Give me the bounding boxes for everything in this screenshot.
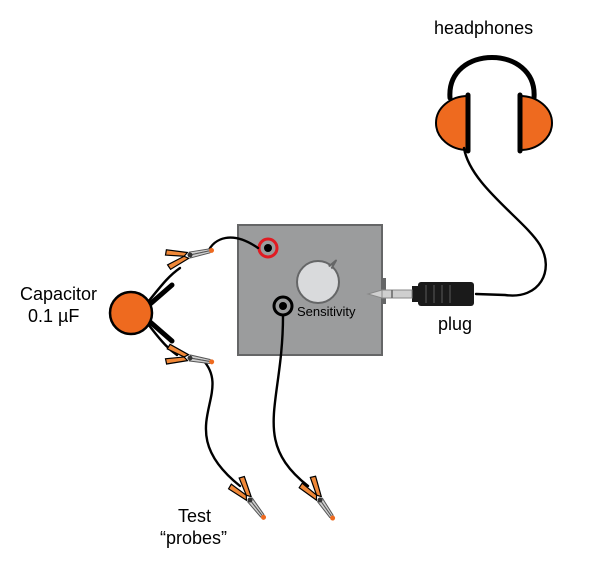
- port-red-pin: [264, 244, 272, 252]
- capacitor-body: [110, 292, 152, 334]
- sensitivity-box: [238, 225, 386, 355]
- sensitivity-knob-face: [299, 263, 337, 301]
- wire-headphone-cord: [464, 148, 546, 296]
- label-capacitor-2: 0.1 µF: [28, 306, 79, 326]
- capacitor: [110, 285, 172, 341]
- label-sensitivity: Sensitivity: [297, 304, 356, 319]
- label-plug: plug: [438, 314, 472, 334]
- label-probes-1: Test: [178, 506, 211, 526]
- headphones: [436, 58, 552, 152]
- headphone-band: [450, 58, 534, 99]
- port-black-pin: [279, 302, 287, 310]
- headphone-cup-right: [520, 96, 552, 150]
- plug-collar: [412, 286, 418, 302]
- clip-handle-bottom: [167, 255, 191, 269]
- diagram-root: headphones Sensitivity plug Capacitor0.1 µF…: [0, 0, 609, 571]
- clip-handle-top: [166, 344, 189, 358]
- clip-top-left: [164, 240, 216, 270]
- wire-cap-to-top-clip: [148, 268, 180, 302]
- label-headphones: headphones: [434, 18, 533, 38]
- label-probes-2: “probes”: [160, 528, 227, 548]
- label-capacitor-1: Capacitor: [20, 284, 97, 304]
- wire-bot-clip-to-probe1: [203, 360, 240, 486]
- headphone-cup-left: [436, 96, 468, 150]
- plug-shaft: [382, 290, 412, 298]
